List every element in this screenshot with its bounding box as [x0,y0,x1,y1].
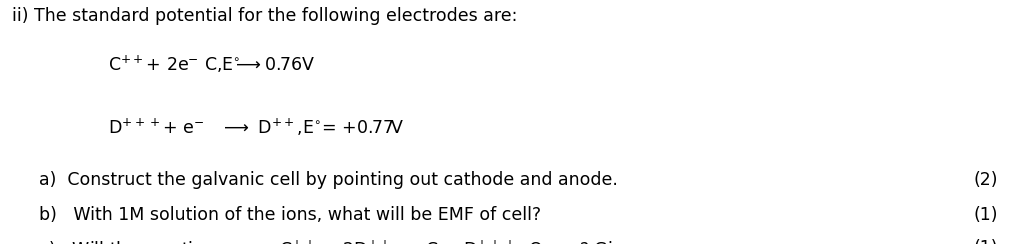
Text: ii) The standard potential for the following electrodes are:: ii) The standard potential for the follo… [12,7,518,25]
Text: b)   With 1M solution of the ions, what will be EMF of cell?: b) With 1M solution of the ions, what wi… [39,206,541,224]
Text: (1): (1) [974,206,998,224]
Text: c)   Will the reaction occur: C$^{++}$ + 2D$^{++}$ $\rightarrow$ C + D$^{+++}$. : c) Will the reaction occur: C$^{++}$ + 2… [39,239,713,244]
Text: (1): (1) [974,239,998,244]
Text: D$^{+++}$+ e$^{-}$   $\longrightarrow$ D$^{++}$,E$^{\circ}$= +0.77V: D$^{+++}$+ e$^{-}$ $\longrightarrow$ D$^… [108,117,403,138]
Text: a)  Construct the galvanic cell by pointing out cathode and anode.: a) Construct the galvanic cell by pointi… [39,171,617,189]
Text: C$^{++}$+ 2e$^{-}$ C,E$^{\circ}\!\!\!\longrightarrow$0.76V: C$^{++}$+ 2e$^{-}$ C,E$^{\circ}\!\!\!\lo… [108,54,314,75]
Text: (2): (2) [974,171,998,189]
